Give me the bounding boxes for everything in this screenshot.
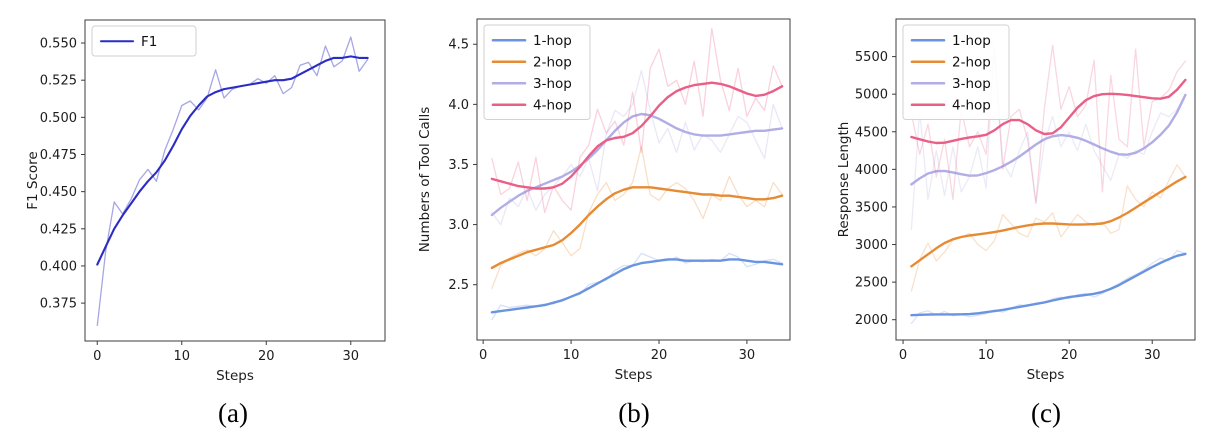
y-tick-label: 2500 <box>855 276 888 291</box>
y-tick-label: 3.0 <box>448 218 469 233</box>
x-axis-label: Steps <box>216 368 254 384</box>
subplot-c-response-length: 0 10 20 30 2000 2500 3000 3500 4000 4500 5000 5500 S… <box>810 0 1209 435</box>
y-tick-label: 3000 <box>855 238 888 253</box>
x-tick-label: 30 <box>343 349 360 364</box>
x-tick-label: 0 <box>899 348 907 363</box>
y-tick-label: 2.5 <box>448 278 469 293</box>
series-3-hop-smooth-line <box>910 93 1187 186</box>
legend-label-3-hop: 3-hop <box>952 76 991 92</box>
y-axis: 0.375 0.400 0.425 0.450 0.475 0.500 0.525 0.550 <box>40 37 85 312</box>
x-tick-label: 20 <box>258 349 275 364</box>
y-tick-label: 5500 <box>855 50 888 65</box>
legend: F1 <box>91 25 197 57</box>
plot-frame <box>84 19 386 342</box>
y-tick-label: 4.5 <box>448 38 469 53</box>
x-tick-label: 10 <box>978 348 995 363</box>
caption-a: (a) <box>218 398 248 428</box>
series-lines <box>490 27 784 321</box>
series-lines <box>910 42 1187 325</box>
y-tick-label: 0.550 <box>40 37 77 52</box>
legend-label-1-hop: 1-hop <box>952 33 991 49</box>
x-axis: 0 10 20 30 <box>93 341 359 364</box>
series-1-hop-smooth-line <box>910 252 1187 317</box>
legend: 1-hop 2-hop 3-hop 4-hop <box>902 24 1010 120</box>
legend-label-3-hop: 3-hop <box>533 76 572 92</box>
caption-b: (b) <box>618 398 650 428</box>
x-tick-label: 0 <box>479 348 487 363</box>
plot-frame <box>895 18 1196 341</box>
legend-box <box>483 24 591 120</box>
x-tick-label: 20 <box>651 348 668 363</box>
x-tick-label: 30 <box>739 348 756 363</box>
x-tick-label: 10 <box>563 348 580 363</box>
series-2-hop-smooth-line <box>910 175 1187 268</box>
x-tick-label: 30 <box>1144 348 1161 363</box>
legend-label-1-hop: 1-hop <box>533 33 572 49</box>
series-F1-raw-line <box>96 36 369 327</box>
y-tick-label: 5000 <box>855 88 888 103</box>
series-1-hop-smooth-line <box>490 258 784 314</box>
legend-label-2-hop: 2-hop <box>533 54 572 70</box>
legend-label-4-hop: 4-hop <box>533 97 572 113</box>
series-3-hop-raw-line <box>491 70 783 226</box>
series-4-hop-raw-line <box>910 44 1187 204</box>
series-3-hop-smooth-line <box>490 112 784 217</box>
chart-canvas: 0 10 20 30 0.375 0.400 0.425 0.450 0.475 0.500 0.5… <box>25 19 386 384</box>
caption-c: (c) <box>1031 398 1061 428</box>
y-axis: 2.5 3.0 3.5 4.0 4.5 <box>448 38 477 293</box>
legend-label-F1: F1 <box>141 34 157 50</box>
x-axis-label: Steps <box>1027 367 1065 383</box>
x-axis: 0 10 20 30 <box>479 340 755 363</box>
y-axis-label: Response Length <box>836 122 852 238</box>
chart-canvas: 0 10 20 30 2.5 3.0 3.5 4.0 4.5 Steps Numbers of To… <box>417 18 791 383</box>
y-tick-label: 4.0 <box>448 98 469 113</box>
y-tick-label: 3.5 <box>448 158 469 173</box>
x-axis-label: Steps <box>615 367 653 383</box>
y-tick-label: 0.400 <box>40 259 77 274</box>
series-4-hop-smooth-line <box>910 78 1187 145</box>
subplot-b-tool-calls: 0 10 20 30 2.5 3.0 3.5 4.0 4.5 Steps Numbers of To… <box>410 0 810 435</box>
series-3-hop-raw-line <box>910 42 1187 231</box>
y-tick-label: 4000 <box>855 163 888 178</box>
y-axis-label: Numbers of Tool Calls <box>417 107 433 253</box>
series-2-hop-smooth-line <box>490 186 784 270</box>
y-axis: 2000 2500 3000 3500 4000 4500 5000 5500 <box>855 50 896 328</box>
plot-frame <box>476 18 791 341</box>
x-tick-label: 10 <box>173 349 190 364</box>
series-1-hop-raw-line <box>910 249 1187 325</box>
y-axis-label: F1 Score <box>25 151 41 209</box>
series-F1-smooth-line <box>96 55 369 266</box>
legend: 1-hop 2-hop 3-hop 4-hop <box>483 24 591 120</box>
legend-label-4-hop: 4-hop <box>952 97 991 113</box>
x-tick-label: 0 <box>93 349 101 364</box>
legend-box <box>91 25 197 57</box>
y-tick-label: 4500 <box>855 125 888 140</box>
y-tick-label: 0.375 <box>40 297 77 312</box>
x-axis: 0 10 20 30 <box>899 340 1161 363</box>
series-lines <box>96 36 369 327</box>
legend-box <box>902 24 1010 120</box>
series-4-hop-smooth-line <box>490 81 784 190</box>
y-tick-label: 3500 <box>855 200 888 215</box>
x-tick-label: 20 <box>1061 348 1078 363</box>
subplot-a-f1-score: 0 10 20 30 0.375 0.400 0.425 0.450 0.475 0.500 0.5… <box>0 0 410 435</box>
y-tick-label: 0.525 <box>40 74 77 89</box>
y-tick-label: 0.500 <box>40 111 77 126</box>
legend-label-2-hop: 2-hop <box>952 54 991 70</box>
y-tick-label: 0.475 <box>40 148 77 163</box>
series-2-hop-raw-line <box>491 145 783 289</box>
y-tick-label: 0.450 <box>40 185 77 200</box>
y-tick-label: 0.425 <box>40 222 77 237</box>
y-tick-label: 2000 <box>855 313 888 328</box>
chart-canvas: 0 10 20 30 2000 2500 3000 3500 4000 4500 5000 5500 S… <box>836 18 1196 383</box>
